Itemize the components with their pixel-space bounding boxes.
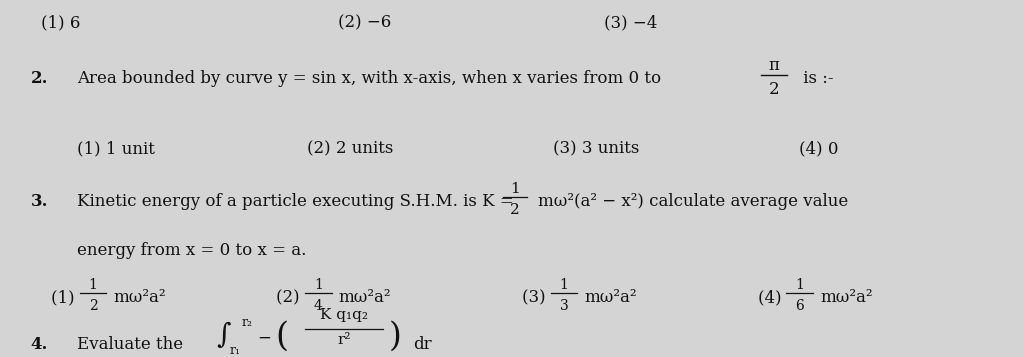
Text: (3): (3) bbox=[522, 289, 551, 306]
Text: (1) 1 unit: (1) 1 unit bbox=[77, 140, 155, 157]
Text: ): ) bbox=[389, 321, 401, 352]
Text: K q₁q₂: K q₁q₂ bbox=[321, 308, 368, 322]
Text: r²: r² bbox=[337, 333, 351, 347]
Text: r₂: r₂ bbox=[242, 316, 253, 329]
Text: 1: 1 bbox=[559, 278, 568, 292]
Text: (1) 6: (1) 6 bbox=[41, 14, 80, 31]
Text: (2): (2) bbox=[276, 289, 305, 306]
Text: 2: 2 bbox=[510, 203, 520, 217]
Text: r₁: r₁ bbox=[229, 344, 241, 357]
Text: 3.: 3. bbox=[31, 193, 48, 210]
Text: mω²a²: mω²a² bbox=[820, 289, 872, 306]
Text: (4) 0: (4) 0 bbox=[799, 140, 839, 157]
Text: (3) 3 units: (3) 3 units bbox=[553, 140, 639, 157]
Text: 6: 6 bbox=[796, 299, 804, 313]
Text: Kinetic energy of a particle executing S.H.M. is K =: Kinetic energy of a particle executing S… bbox=[77, 193, 514, 210]
Text: mω²a²: mω²a² bbox=[585, 289, 637, 306]
Text: ∫: ∫ bbox=[216, 322, 230, 349]
Text: (4): (4) bbox=[758, 289, 786, 306]
Text: 3: 3 bbox=[560, 299, 568, 313]
Text: (1): (1) bbox=[51, 289, 80, 306]
Text: 1: 1 bbox=[795, 278, 804, 292]
Text: −: − bbox=[257, 330, 271, 347]
Text: (: ( bbox=[275, 321, 288, 352]
Text: is :-: is :- bbox=[798, 70, 834, 87]
Text: 1: 1 bbox=[88, 278, 97, 292]
Text: mω²a²: mω²a² bbox=[114, 289, 166, 306]
Text: (2) 2 units: (2) 2 units bbox=[307, 140, 393, 157]
Text: Evaluate the: Evaluate the bbox=[77, 337, 183, 353]
Text: 1: 1 bbox=[510, 182, 520, 196]
Text: (2) −6: (2) −6 bbox=[338, 14, 391, 31]
Text: 2: 2 bbox=[89, 299, 97, 313]
Text: 2: 2 bbox=[769, 81, 779, 97]
Text: Area bounded by curve y = sin x, with x-axis, when x varies from 0 to: Area bounded by curve y = sin x, with x-… bbox=[77, 70, 660, 87]
Text: mω²(a² − x²) calculate average value: mω²(a² − x²) calculate average value bbox=[538, 193, 848, 210]
Text: π: π bbox=[769, 57, 779, 74]
Text: 4: 4 bbox=[313, 299, 323, 313]
Text: 1: 1 bbox=[313, 278, 323, 292]
Text: dr: dr bbox=[413, 337, 431, 353]
Text: 2.: 2. bbox=[31, 70, 48, 87]
Text: energy from x = 0 to x = a.: energy from x = 0 to x = a. bbox=[77, 242, 306, 259]
Text: mω²a²: mω²a² bbox=[339, 289, 391, 306]
Text: (3) −4: (3) −4 bbox=[604, 14, 657, 31]
Text: 4.: 4. bbox=[31, 337, 48, 353]
